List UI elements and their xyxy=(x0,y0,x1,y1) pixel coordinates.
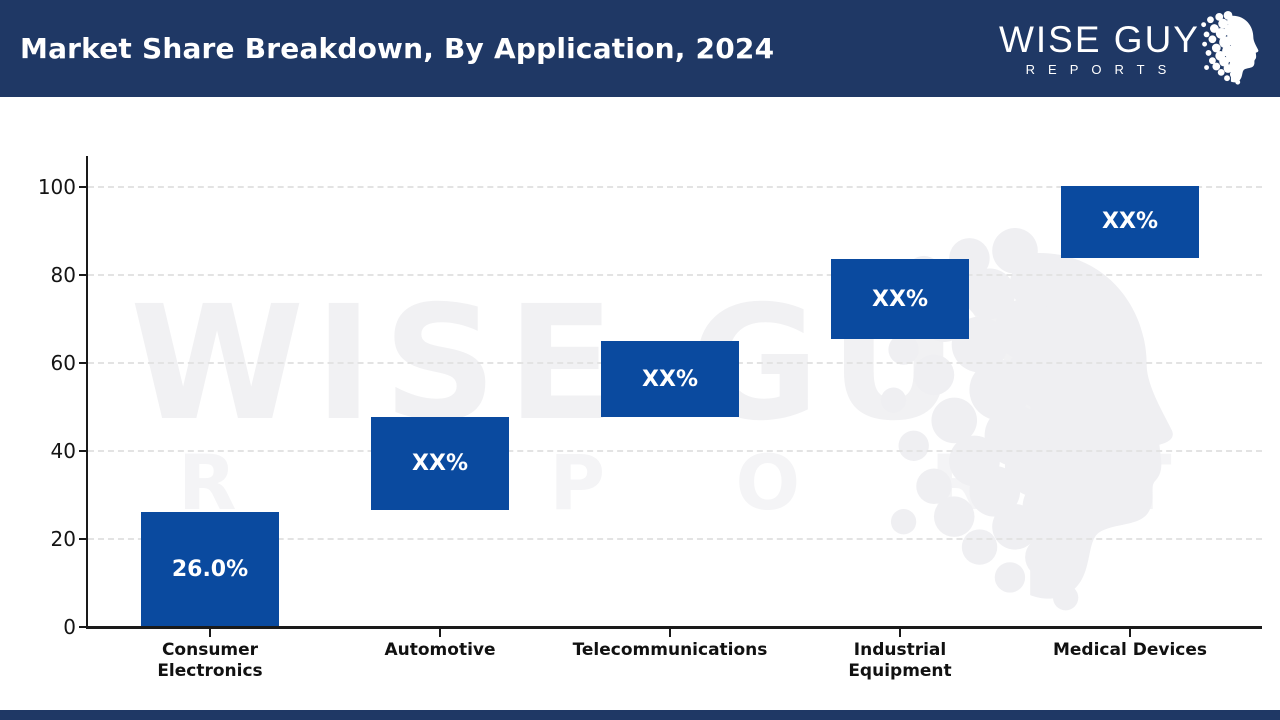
x-label-consumer-electronics: Consumer Electronics xyxy=(157,640,263,682)
gridline-40 xyxy=(88,450,1262,452)
bar-value-label: 26.0% xyxy=(171,556,249,582)
x-label-telecommunications: Telecommunications xyxy=(572,640,768,660)
logo-text: WISE GUY REPORTS xyxy=(999,21,1200,76)
y-tick-label-60: 60 xyxy=(50,351,76,375)
bar-value-label: XX% xyxy=(1102,209,1158,235)
gridline-20 xyxy=(88,538,1262,540)
bar-medical-devices: XX% xyxy=(1061,185,1199,259)
bar-telecommunications: XX% xyxy=(601,341,739,417)
logo-subtitle: REPORTS xyxy=(1025,62,1180,77)
y-tick-label-0: 0 xyxy=(63,615,76,639)
wiseguy-logo: WISE GUY REPORTS xyxy=(999,11,1262,87)
y-axis-line xyxy=(86,156,88,629)
y-tick-40 xyxy=(79,450,88,452)
logo-head-icon xyxy=(1194,11,1262,87)
header-bar: Market Share Breakdown, By Application, … xyxy=(0,0,1280,97)
bar-value-label: XX% xyxy=(642,366,698,392)
x-tick-industrial-equipment xyxy=(899,629,901,637)
chart-title: Market Share Breakdown, By Application, … xyxy=(20,32,775,65)
y-tick-80 xyxy=(79,274,88,276)
bar-consumer-electronics: 26.0% xyxy=(141,511,279,627)
bar-value-label: XX% xyxy=(412,450,468,476)
x-label-medical-devices: Medical Devices xyxy=(1052,640,1207,660)
y-tick-label-80: 80 xyxy=(50,263,76,287)
x-axis-line xyxy=(86,626,1262,629)
y-tick-label-100: 100 xyxy=(37,175,76,199)
bar-industrial-equipment: XX% xyxy=(831,259,969,340)
x-tick-telecommunications xyxy=(669,629,671,637)
x-tick-consumer-electronics xyxy=(209,629,211,637)
gridline-100 xyxy=(88,186,1262,188)
y-tick-label-40: 40 xyxy=(50,439,76,463)
footer-bar xyxy=(0,710,1280,720)
y-tick-20 xyxy=(79,538,88,540)
x-tick-automotive xyxy=(439,629,441,637)
y-tick-100 xyxy=(79,186,88,188)
y-tick-label-20: 20 xyxy=(50,527,76,551)
x-tick-medical-devices xyxy=(1129,629,1131,637)
x-label-industrial-equipment: Industrial Equipment xyxy=(848,640,952,682)
logo-wordmark: WISE GUY xyxy=(998,19,1200,60)
gridline-80 xyxy=(88,274,1262,276)
bar-value-label: XX% xyxy=(872,286,928,312)
x-label-automotive: Automotive xyxy=(384,640,496,660)
y-tick-0 xyxy=(79,626,88,628)
bar-automotive: XX% xyxy=(371,416,509,510)
y-tick-60 xyxy=(79,362,88,364)
